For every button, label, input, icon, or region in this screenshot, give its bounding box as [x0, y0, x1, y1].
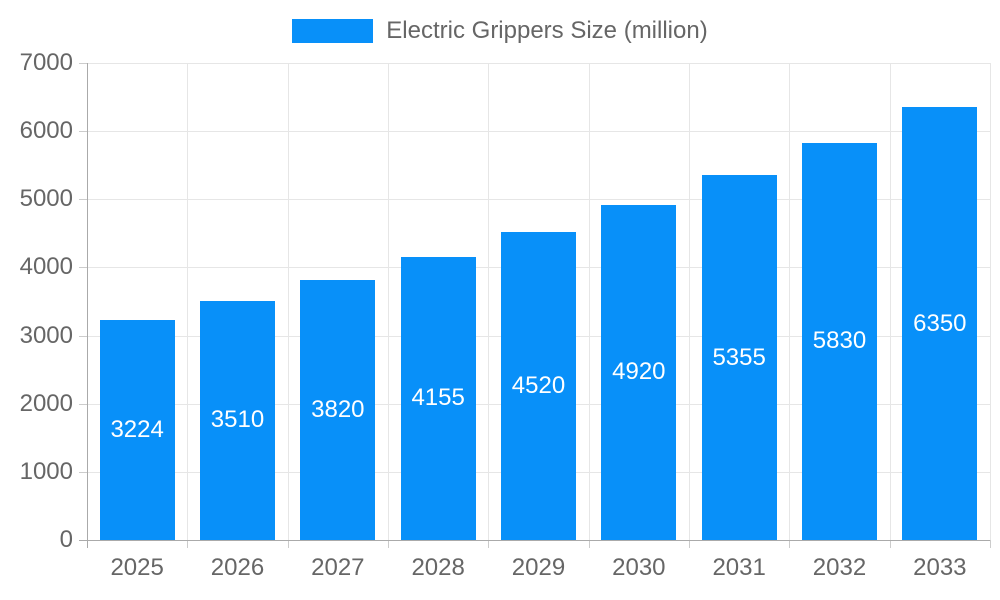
y-axis-tick: [79, 335, 87, 337]
gridline-vertical: [187, 63, 189, 540]
x-axis-tick: [488, 540, 490, 548]
bar-2028[interactable]: [400, 256, 476, 540]
bar-2032[interactable]: [801, 142, 878, 540]
x-tick-label: 2030: [612, 554, 666, 581]
x-tick-label: 2026: [210, 554, 265, 581]
y-tick-label: 5000: [19, 185, 73, 213]
x-tick-label: 2025: [110, 554, 164, 581]
gridline-vertical: [689, 63, 690, 540]
bar-2033[interactable]: [902, 107, 978, 540]
y-tick-label: 7000: [19, 49, 73, 76]
y-axis-tick: [79, 471, 87, 473]
x-tick-label: 2027: [311, 554, 365, 581]
x-tick-label: 2032: [812, 554, 867, 581]
gridline-vertical: [789, 63, 791, 540]
x-axis-line: [79, 540, 990, 541]
y-tick-label: 6000: [19, 117, 73, 145]
gridline-vertical: [488, 63, 490, 540]
y-axis-tick: [79, 63, 87, 64]
bar-2027[interactable]: [300, 279, 376, 540]
bar-2031[interactable]: [701, 175, 777, 540]
x-tick-label: 2029: [511, 554, 566, 581]
bar-2026[interactable]: [199, 300, 276, 540]
y-axis-line: [87, 63, 88, 548]
bar-2030[interactable]: [601, 204, 677, 540]
gridline-horizontal: [87, 199, 990, 201]
plot-area: 0 1000 2000 3000 4000 5000 6000 7000 3224 2025 351…: [20, 49, 991, 581]
x-axis-tick: [588, 540, 590, 548]
y-axis-tick: [79, 267, 87, 269]
x-tick-label: 2033: [913, 554, 967, 581]
y-axis-tick: [79, 131, 87, 133]
legend-swatch: [292, 19, 374, 43]
y-tick-label: 4000: [19, 253, 73, 281]
x-axis-tick: [187, 540, 189, 548]
legend-item[interactable]: Electric Grippers Size (million): [0, 15, 1000, 47]
bar-2025[interactable]: [99, 320, 175, 540]
x-axis-tick: [287, 540, 289, 548]
x-axis-tick: [889, 540, 891, 548]
y-tick-label: 2000: [19, 389, 73, 417]
gridline-vertical: [388, 63, 389, 540]
gridline-vertical: [889, 63, 891, 540]
y-tick-label: 3000: [19, 321, 73, 349]
x-axis-tick: [789, 540, 791, 548]
gridline-vertical: [287, 63, 289, 540]
gridline-vertical: [588, 63, 590, 540]
y-axis-tick: [79, 403, 87, 405]
legend-label: Electric Grippers Size (million): [386, 17, 708, 44]
bar-2029[interactable]: [500, 232, 577, 540]
x-axis-tick: [689, 540, 690, 548]
gridline-horizontal: [87, 131, 990, 133]
y-axis-tick: [79, 199, 87, 201]
x-tick-label: 2028: [411, 554, 465, 581]
x-axis-tick: [990, 540, 991, 548]
x-axis-tick: [388, 540, 389, 548]
x-tick-label: 2031: [712, 554, 766, 581]
gridline-horizontal: [87, 63, 990, 64]
y-tick-label: 1000: [19, 457, 73, 485]
y-tick-label: 0: [59, 526, 73, 553]
gridline-vertical: [990, 63, 991, 540]
